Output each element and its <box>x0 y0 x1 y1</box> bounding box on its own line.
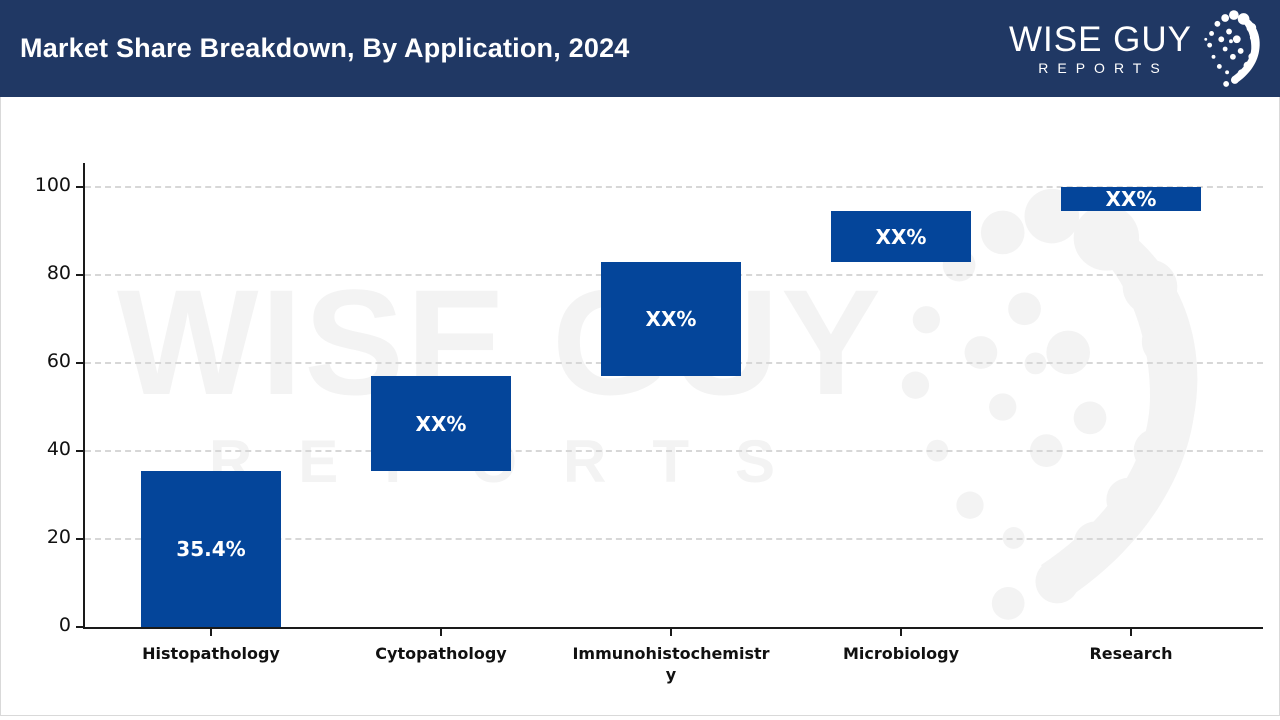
logo-text-wiseguy: WISE GUY <box>1008 20 1192 59</box>
y-tick-label: 20 <box>46 526 71 549</box>
y-tick-mark <box>76 362 85 365</box>
x-tick-mark <box>900 629 902 636</box>
page-title: Market Share Breakdown, By Application, … <box>20 33 630 63</box>
y-gridline <box>85 450 1263 453</box>
x-category-label: Microbiology <box>842 644 960 663</box>
wiseguy-logo: WISE GUY REPORTS <box>1009 9 1262 88</box>
bar-segment: XX% <box>1061 187 1201 212</box>
y-tick-label: 80 <box>46 262 71 285</box>
y-tick-mark <box>76 626 85 628</box>
y-tick-mark <box>76 538 85 541</box>
x-tick-mark <box>210 629 212 636</box>
bar-segment: XX% <box>601 261 741 377</box>
y-tick-label: 40 <box>46 438 71 461</box>
y-axis-line <box>83 163 85 629</box>
logo-face-icon <box>1204 9 1260 87</box>
logo-wordmark: WISE GUY REPORTS <box>1009 22 1192 75</box>
x-category-label: Cytopathology <box>375 644 507 663</box>
y-tick-label: 60 <box>46 350 71 373</box>
bar-value-label: XX% <box>875 224 927 249</box>
bar-segment: XX% <box>371 376 511 472</box>
bar-value-label: XX% <box>415 411 467 436</box>
y-tick-mark <box>76 450 85 453</box>
waterfall-chart: 0 20 40 60 80 100 35.4% Histopathology XX% Cytopa… <box>0 97 1280 720</box>
y-tick-label: 0 <box>58 614 71 636</box>
x-category-label: Research <box>1089 644 1173 663</box>
x-tick-mark <box>1130 629 1132 636</box>
x-tick-mark <box>670 629 672 636</box>
y-tick-mark <box>76 186 85 189</box>
x-category-label: Histopathology <box>142 644 280 663</box>
bar-segment: 35.4% <box>141 471 281 627</box>
x-tick-mark <box>440 629 442 636</box>
bar-value-label: XX% <box>645 307 697 332</box>
y-gridline <box>85 186 1263 189</box>
chart-canvas: WISE GUY REPORTS 0 20 40 60 80 100 35.4% <box>0 97 1280 720</box>
y-gridline <box>85 538 1263 541</box>
x-axis-line <box>83 627 1263 629</box>
bar-value-label: XX% <box>1105 187 1157 212</box>
logo-text-reports: REPORTS <box>1038 60 1169 76</box>
y-tick-mark <box>76 274 85 277</box>
bar-segment: XX% <box>831 211 971 262</box>
bar-value-label: 35.4% <box>176 537 246 562</box>
header-banner: Market Share Breakdown, By Application, … <box>0 0 1280 97</box>
y-tick-label: 100 <box>34 174 71 197</box>
x-category-label: Immunohistochemistry <box>572 644 770 684</box>
